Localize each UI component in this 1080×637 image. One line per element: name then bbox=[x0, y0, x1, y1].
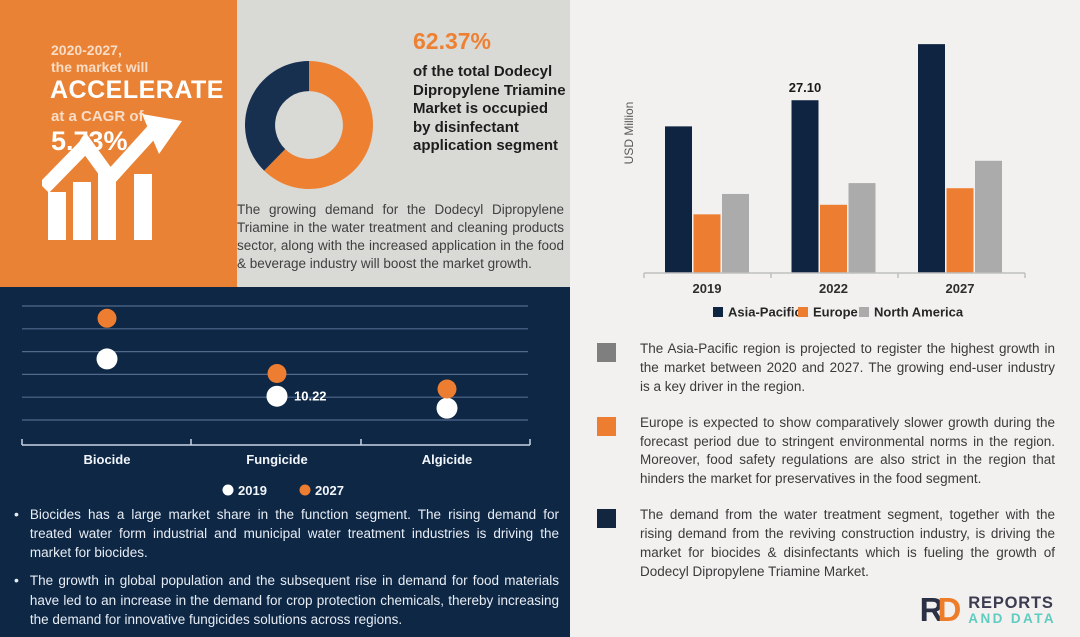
regional-panel: USD Million 27.10 2019 2022 2027 Asia-Pacific… bbox=[570, 0, 1080, 637]
donut-slice-others bbox=[245, 61, 309, 171]
logo-reports-label: REPORTS bbox=[968, 593, 1054, 612]
biocides-bullet-text: Biocides has a large market share in the… bbox=[29, 507, 559, 561]
bullet-icon: • bbox=[14, 572, 19, 589]
bar-north-america-2019 bbox=[722, 193, 749, 273]
function-segment-panel: 10.22 Biocide Fungicide Algicide 2019 2027 • … bbox=[0, 287, 570, 637]
list-item: Europe is expected to show comparatively… bbox=[597, 414, 1055, 490]
y-axis-label: USD Million bbox=[622, 102, 636, 165]
europe-bullet-text: Europe is expected to show comparatively… bbox=[640, 414, 1055, 487]
list-item: • Biocides has a large market share in t… bbox=[14, 505, 559, 562]
legend-swatch-asia-pacific bbox=[713, 307, 723, 317]
x-tick-label-fungicide: Fungicide bbox=[246, 452, 307, 467]
gray-square-bullet-icon bbox=[597, 343, 616, 362]
disinfectant-share-description: of the total Dodecyl Dipropylene Triamin… bbox=[413, 63, 566, 155]
x-tick-label-2027: 2027 bbox=[946, 281, 975, 296]
bullet-icon: • bbox=[14, 506, 19, 522]
cagr-years-label: 2020-2027, bbox=[51, 42, 122, 58]
bar-data-label: 27.10 bbox=[789, 80, 822, 95]
bar-europe-2019 bbox=[693, 214, 721, 273]
legend-label-europe: Europe bbox=[813, 305, 858, 320]
legend-swatch-europe bbox=[798, 307, 808, 317]
list-item: The Asia-Pacific region is projected to … bbox=[597, 340, 1055, 397]
bar-europe-2022 bbox=[820, 204, 847, 273]
bar-asia-pacific-2027 bbox=[918, 44, 945, 274]
cagr-highlight-card: 2020-2027, the market will ACCELERATE at… bbox=[0, 0, 237, 287]
disinfectant-stat-block: 62.37% of the total Dodecyl Dipropylene … bbox=[413, 28, 567, 156]
legend-label-2019: 2019 bbox=[238, 483, 267, 498]
dot-2019-algicide bbox=[436, 397, 458, 419]
bar-europe-2027 bbox=[946, 188, 974, 273]
logo-wordmark: REPORTS AND DATA bbox=[968, 593, 1056, 626]
orange-square-bullet-icon bbox=[597, 416, 616, 436]
legend-label-north-america: North America bbox=[874, 305, 964, 320]
dot-2027-biocide bbox=[97, 308, 117, 328]
bar-north-america-2022 bbox=[848, 183, 876, 273]
disinfectant-share-value: 62.37% bbox=[413, 28, 492, 54]
accelerate-label: ACCELERATE bbox=[50, 76, 224, 105]
left-top-panel: 2020-2027, the market will ACCELERATE at… bbox=[0, 0, 570, 287]
navy-square-bullet-icon bbox=[597, 509, 616, 529]
fungicides-bullet-text: The growth in global population and the … bbox=[29, 573, 559, 627]
bar-north-america-2027 bbox=[975, 160, 1002, 273]
list-item: • The growth in global population and th… bbox=[14, 571, 559, 628]
x-tick-label-biocide: Biocide bbox=[84, 452, 131, 467]
dot-data-label: 10.22 bbox=[294, 389, 327, 404]
dot-2019-biocide bbox=[96, 348, 118, 370]
list-item: The demand from the water treatment segm… bbox=[597, 506, 1055, 582]
function-segment-bullets: • Biocides has a large market share in t… bbox=[14, 505, 559, 637]
dot-2019-fungicide bbox=[266, 385, 288, 407]
dot-2027-algicide bbox=[437, 379, 457, 399]
market-growth-paragraph: The growing demand for the Dodecyl Dipro… bbox=[237, 202, 564, 271]
bar-asia-pacific-2022 bbox=[791, 100, 819, 273]
cagr-intro-label: the market will bbox=[51, 58, 149, 75]
donut-chart bbox=[245, 61, 373, 189]
x-tick-label-2019: 2019 bbox=[693, 281, 722, 296]
x-tick-label-algicide: Algicide bbox=[422, 452, 473, 467]
dot-2027-fungicide bbox=[267, 363, 287, 383]
asia-pacific-bullet-text: The Asia-Pacific region is projected to … bbox=[640, 341, 1055, 394]
function-dot-plot-chart: 10.22 Biocide Fungicide Algicide 2019 2027 bbox=[21, 305, 531, 498]
donut-slice-disinfectant bbox=[264, 61, 373, 189]
legend-label-2027: 2027 bbox=[315, 483, 344, 498]
growth-chart-arrow-icon bbox=[42, 114, 182, 240]
legend-swatch-2019 bbox=[222, 484, 234, 496]
legend-label-asia-pacific: Asia-Pacific bbox=[728, 305, 802, 320]
rd-monogram-icon: R D bbox=[920, 591, 962, 629]
water-treatment-bullet-text: The demand from the water treatment segm… bbox=[640, 507, 1055, 579]
cagr-of-label: at a CAGR of bbox=[51, 107, 144, 125]
logo-letter-d: D bbox=[937, 591, 962, 628]
legend-swatch-2027 bbox=[299, 484, 311, 496]
regional-bullets: The Asia-Pacific region is projected to … bbox=[597, 340, 1055, 582]
bar-asia-pacific-2019 bbox=[665, 126, 692, 273]
logo-letter-r: R bbox=[919, 591, 944, 628]
x-tick-label-2022: 2022 bbox=[819, 281, 848, 296]
logo-and-data-label: AND DATA bbox=[968, 610, 1056, 626]
reports-and-data-logo: R D REPORTS AND DATA bbox=[920, 591, 1056, 629]
regional-bar-chart: USD Million 27.10 2019 2022 2027 Asia-Pacific… bbox=[622, 44, 1026, 320]
legend-swatch-north-america bbox=[859, 307, 869, 317]
